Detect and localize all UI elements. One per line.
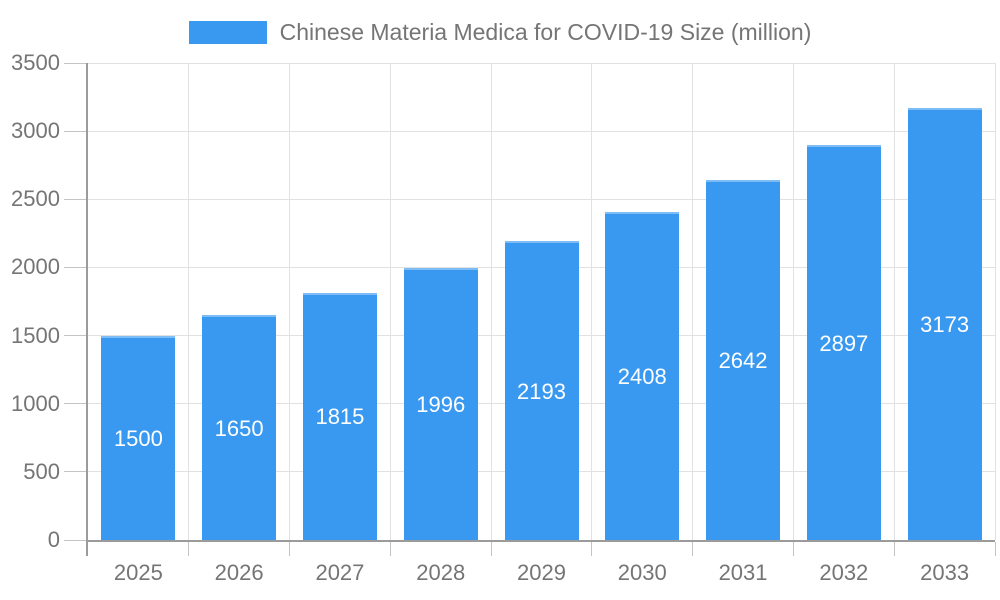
x-axis-label: 2029 xyxy=(517,560,566,585)
x-axis-tick xyxy=(289,542,291,556)
x-axis-tick xyxy=(893,542,895,556)
bar-value-label: 2193 xyxy=(517,378,566,404)
legend-swatch-icon xyxy=(188,20,267,44)
y-axis-tick xyxy=(64,471,86,473)
gridline-vertical xyxy=(893,63,895,540)
bar-2032[interactable]: 2897 xyxy=(806,145,881,540)
bar-2025[interactable]: 1500 xyxy=(101,335,176,540)
bar-2030[interactable]: 2408 xyxy=(605,211,680,540)
bar-2031[interactable]: 2642 xyxy=(706,179,781,540)
legend-label: Chinese Materia Medica for COVID-19 Size… xyxy=(279,18,812,45)
bar-2026[interactable]: 1650 xyxy=(202,315,277,540)
gridline-vertical xyxy=(692,63,694,540)
y-axis-label: 0 xyxy=(47,527,60,552)
y-axis-label: 1000 xyxy=(11,390,60,416)
x-axis-line xyxy=(86,540,995,542)
bar-2033[interactable]: 3173 xyxy=(907,107,982,540)
x-axis-tick xyxy=(994,542,996,556)
bar-2028[interactable]: 1996 xyxy=(403,267,478,540)
bar-2029[interactable]: 2193 xyxy=(504,241,579,540)
x-axis-label: 2027 xyxy=(315,560,365,585)
y-axis-line xyxy=(86,63,88,540)
bar-value-label: 2408 xyxy=(617,363,667,389)
y-axis-tick xyxy=(64,335,86,337)
y-axis-labels: 0 500 1000 1500 2000 2500 3000 3500 xyxy=(0,51,62,552)
gridline-vertical xyxy=(591,63,593,540)
bar-value-label: 1500 xyxy=(113,425,163,451)
x-axis-tick xyxy=(591,542,593,556)
gridline-horizontal xyxy=(88,198,995,200)
y-axis-tick xyxy=(64,403,86,405)
x-axis-tick xyxy=(188,542,190,556)
y-axis-label: 3500 xyxy=(11,50,60,75)
gridline-vertical xyxy=(188,63,190,540)
x-axis-label: 2031 xyxy=(718,560,768,585)
gridline-vertical xyxy=(389,63,391,540)
x-axis-label: 2033 xyxy=(920,560,970,585)
y-axis-tick xyxy=(64,62,86,64)
x-axis-tick xyxy=(490,542,492,556)
gridline-vertical xyxy=(289,63,291,540)
y-axis-label: 2500 xyxy=(11,186,60,212)
gridline-vertical xyxy=(792,63,794,540)
y-axis-tick xyxy=(64,130,86,132)
bar-value-label: 2897 xyxy=(819,330,869,356)
x-axis-label: 2028 xyxy=(416,560,466,585)
x-axis-label: 2025 xyxy=(113,560,163,585)
y-axis-tick xyxy=(64,198,86,200)
legend-item[interactable]: Chinese Materia Medica for COVID-19 Size… xyxy=(0,18,1000,45)
x-axis-labels: 2025 2026 2027 2028 2029 2030 2031 2032 2033 xyxy=(88,560,995,590)
y-axis-tick xyxy=(64,266,86,268)
gridline-horizontal xyxy=(88,62,995,64)
x-axis-tick xyxy=(692,542,694,556)
bar-value-label: 1815 xyxy=(315,404,365,430)
y-axis-label: 3000 xyxy=(11,118,60,144)
bar-value-label: 3173 xyxy=(920,311,970,337)
y-axis-tick xyxy=(64,539,86,541)
y-axis-label: 1500 xyxy=(11,322,60,348)
x-axis-label: 2026 xyxy=(214,560,264,585)
x-axis-tick xyxy=(389,542,391,556)
y-axis-label: 2000 xyxy=(11,254,60,280)
bar-value-label: 2642 xyxy=(718,347,768,373)
gridline-horizontal xyxy=(88,130,995,132)
plot-area: 1500 1650 1815 1996 2193 2408 2642 2897 3173 xyxy=(64,62,996,556)
x-axis-label: 2030 xyxy=(617,560,667,585)
x-axis-label: 2032 xyxy=(819,560,869,585)
bar-value-label: 1650 xyxy=(214,415,264,441)
gridline-vertical xyxy=(490,63,492,540)
bar-value-label: 1996 xyxy=(416,391,466,417)
y-axis-label: 500 xyxy=(23,458,60,484)
bar-2027[interactable]: 1815 xyxy=(302,292,377,540)
x-axis-tick xyxy=(792,542,794,556)
gridline-vertical xyxy=(994,63,996,540)
y-axis-tick-zero xyxy=(86,542,88,556)
